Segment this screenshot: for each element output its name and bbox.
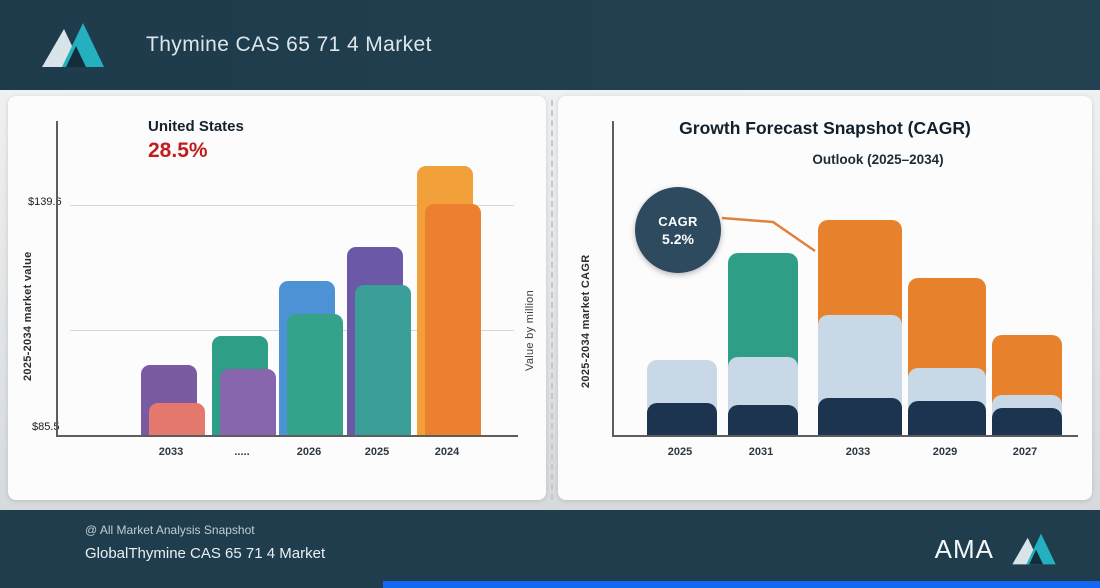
x-tick-2025: 2025 bbox=[364, 446, 390, 458]
bar-front-2033 bbox=[149, 403, 205, 435]
segment-base-2031 bbox=[728, 405, 798, 435]
header-bar: Thymine CAS 65 71 4 Market bbox=[0, 0, 1100, 90]
left-chart-y-axis-label: 2025-2034 market value bbox=[22, 251, 34, 381]
panel-divider bbox=[551, 100, 553, 500]
bar-group-..... bbox=[212, 119, 276, 435]
right-chart-subtitle: Outlook (2025–2034) bbox=[812, 152, 944, 167]
bar-front-..... bbox=[220, 369, 276, 435]
segment-base-2029 bbox=[908, 401, 986, 435]
footer-brand: AMA bbox=[935, 528, 1062, 570]
x-tick-2026: 2026 bbox=[296, 446, 322, 458]
segment-base-2025 bbox=[647, 403, 717, 435]
footer-snapshot-line: @ All Market Analysis Snapshot bbox=[85, 523, 255, 537]
bar-front-2025 bbox=[355, 285, 411, 435]
x-tick-.....: ..... bbox=[234, 446, 250, 458]
bar-front-2026 bbox=[287, 314, 343, 435]
stacked-bar-2033 bbox=[818, 119, 902, 435]
us-market-bar-chart bbox=[56, 121, 518, 437]
x-tick-2025: 2025 bbox=[667, 446, 693, 458]
growth-forecast-stacked-chart bbox=[612, 121, 1078, 437]
bar-group-2024 bbox=[417, 119, 481, 435]
footer-brand-text: AMA bbox=[934, 533, 994, 564]
stacked-bar-2025 bbox=[647, 119, 717, 435]
footer-ama-logo-icon bbox=[1012, 533, 1056, 565]
right-chart-y-axis-label: 2025-2034 market CAGR bbox=[580, 254, 592, 388]
stacked-bar-2029 bbox=[908, 119, 986, 435]
footer-bar: @ All Market Analysis Snapshot GlobalThy… bbox=[0, 510, 1100, 588]
bar-group-2026 bbox=[279, 119, 343, 435]
segment-base-2027 bbox=[992, 408, 1062, 435]
footer-market-line: GlobalThymine CAS 65 71 4 Market bbox=[85, 545, 326, 562]
x-tick-2031: 2031 bbox=[748, 446, 774, 458]
footer-accent-strip bbox=[383, 581, 1100, 588]
stacked-bar-2027 bbox=[992, 119, 1062, 435]
right-chart-title: Growth Forecast Snapshot (CAGR) bbox=[679, 118, 971, 138]
stacked-bar-2031 bbox=[728, 119, 798, 435]
y-tick-85-5: $85.5 bbox=[32, 421, 60, 433]
gridline bbox=[70, 205, 514, 206]
cagr-badge: CAGR 5.2% bbox=[635, 187, 721, 273]
cagr-badge-label: CAGR bbox=[658, 213, 698, 229]
bar-group-2033 bbox=[141, 119, 205, 435]
x-tick-2029: 2029 bbox=[932, 446, 958, 458]
x-tick-2033: 2033 bbox=[845, 446, 871, 458]
left-chart-title: United States bbox=[148, 118, 244, 135]
ama-logo-icon bbox=[42, 23, 104, 67]
bar-front-2024 bbox=[425, 204, 481, 435]
growth-forecast-panel: Growth Forecast Snapshot (CAGR) Outlook … bbox=[558, 96, 1092, 500]
x-tick-2024: 2024 bbox=[434, 446, 460, 458]
footer-text-block: @ All Market Analysis Snapshot GlobalThy… bbox=[85, 523, 325, 562]
left-chart-highlight-value: 28.5% bbox=[148, 139, 208, 162]
us-market-chart-panel: 2025-2034 market value United States 28.… bbox=[8, 96, 546, 500]
page-title: Thymine CAS 65 71 4 Market bbox=[146, 33, 432, 56]
main-area: 2025-2034 market value United States 28.… bbox=[0, 90, 1100, 510]
value-by-million-label: Value by million bbox=[524, 289, 536, 371]
segment-base-2033 bbox=[818, 398, 902, 435]
cagr-badge-value: 5.2% bbox=[662, 230, 694, 247]
y-tick-139-6: $139.6 bbox=[28, 196, 62, 208]
ama-logo bbox=[36, 15, 110, 75]
x-tick-2027: 2027 bbox=[1012, 446, 1038, 458]
bar-group-2025 bbox=[347, 119, 411, 435]
x-tick-2033: 2033 bbox=[158, 446, 184, 458]
